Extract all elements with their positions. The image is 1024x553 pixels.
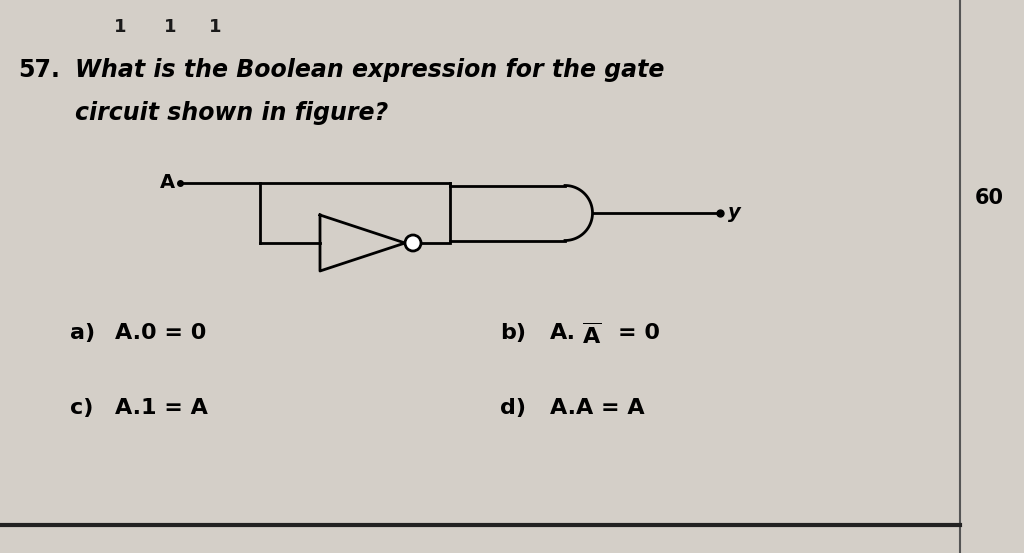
Text: 60: 60 [975, 188, 1004, 208]
Text: A.: A. [550, 323, 575, 343]
Circle shape [406, 235, 421, 251]
Text: = 0: = 0 [618, 323, 660, 343]
Text: A: A [160, 174, 175, 192]
Text: a): a) [70, 323, 95, 343]
Text: A.0 = 0: A.0 = 0 [115, 323, 207, 343]
Text: What is the Boolean expression for the gate: What is the Boolean expression for the g… [75, 58, 665, 82]
Text: 1: 1 [209, 18, 221, 36]
Text: 57.: 57. [18, 58, 59, 82]
Text: y: y [728, 204, 740, 222]
Text: d): d) [500, 398, 526, 418]
Text: circuit shown in figure?: circuit shown in figure? [75, 101, 388, 125]
Text: $\mathbf{\overline{A}}$: $\mathbf{\overline{A}}$ [582, 323, 601, 348]
Text: A.A = A: A.A = A [550, 398, 645, 418]
Text: 1: 1 [164, 18, 176, 36]
Text: A.1 = A: A.1 = A [115, 398, 208, 418]
Text: b): b) [500, 323, 526, 343]
Text: 1: 1 [114, 18, 126, 36]
Text: c): c) [70, 398, 93, 418]
